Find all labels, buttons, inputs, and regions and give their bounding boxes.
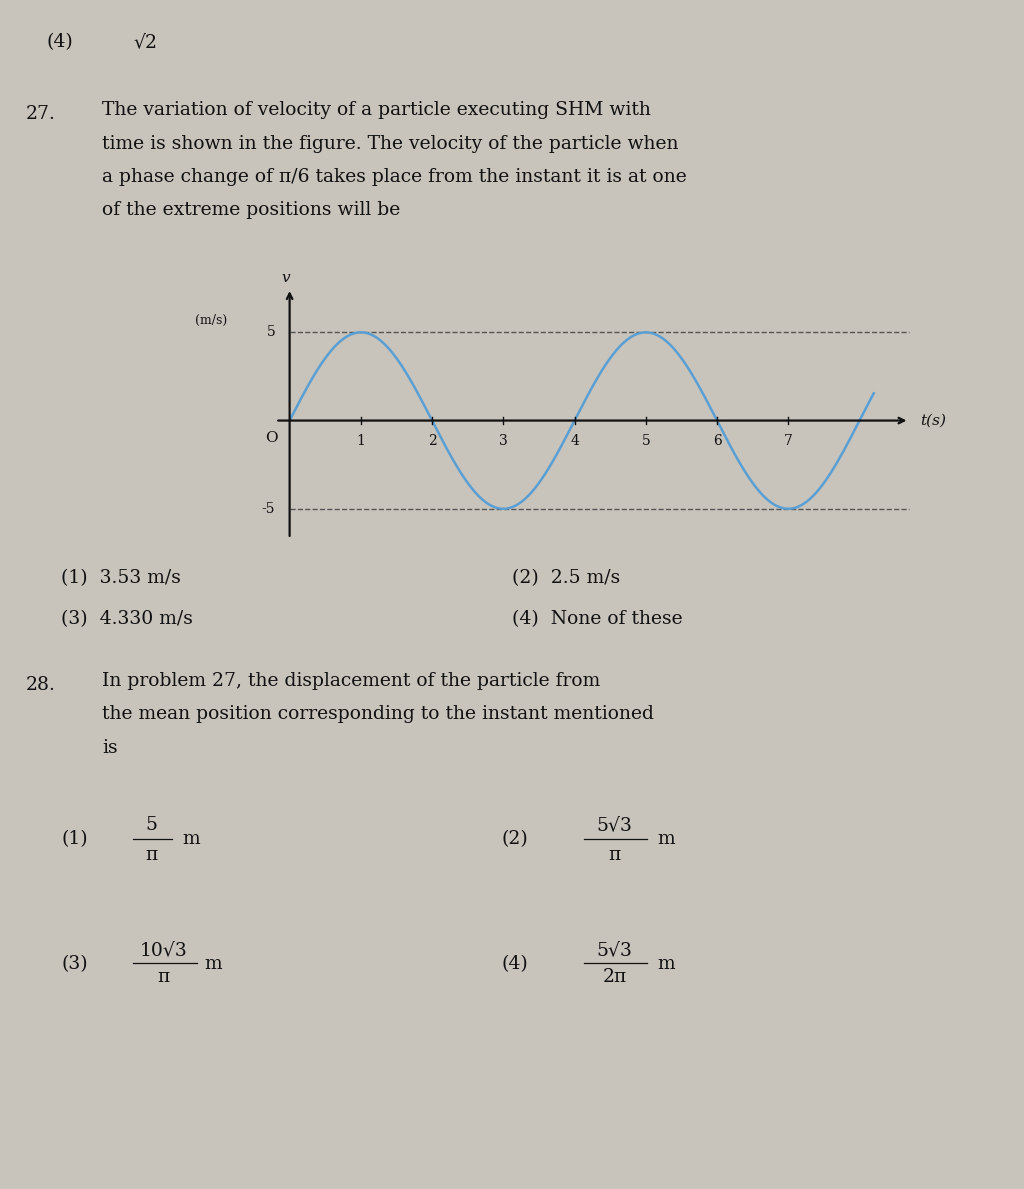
Text: 2: 2 [428, 434, 436, 448]
Text: a phase change of π/6 takes place from the instant it is at one: a phase change of π/6 takes place from t… [102, 168, 687, 185]
Text: 5: 5 [266, 326, 275, 339]
Text: 3: 3 [499, 434, 508, 448]
Text: O: O [265, 432, 279, 445]
Text: The variation of velocity of a particle executing SHM with: The variation of velocity of a particle … [102, 101, 651, 119]
Text: (1): (1) [61, 830, 88, 848]
Text: 5√3: 5√3 [596, 940, 633, 958]
Text: 2π: 2π [602, 968, 627, 986]
Text: (4): (4) [502, 955, 528, 973]
Text: 10√3: 10√3 [140, 940, 187, 958]
Text: m: m [657, 955, 675, 973]
Text: π: π [608, 845, 621, 863]
Text: (2)  2.5 m/s: (2) 2.5 m/s [512, 568, 621, 586]
Text: (4): (4) [46, 33, 73, 51]
Text: π: π [145, 845, 158, 863]
Text: v: v [282, 271, 291, 284]
Text: (4)  None of these: (4) None of these [512, 610, 683, 628]
Text: 4: 4 [570, 434, 579, 448]
Text: (3): (3) [61, 955, 88, 973]
Text: (m/s): (m/s) [196, 314, 227, 327]
Text: 27.: 27. [26, 105, 55, 122]
Text: 5: 5 [145, 816, 158, 833]
Text: In problem 27, the displacement of the particle from: In problem 27, the displacement of the p… [102, 672, 601, 690]
Text: m: m [205, 955, 222, 973]
Text: t(s): t(s) [920, 414, 946, 428]
Text: 7: 7 [783, 434, 793, 448]
Text: 5: 5 [641, 434, 650, 448]
Text: (1)  3.53 m/s: (1) 3.53 m/s [61, 568, 181, 586]
Text: m: m [657, 830, 675, 848]
Text: 6: 6 [713, 434, 721, 448]
Text: m: m [182, 830, 200, 848]
Text: 28.: 28. [26, 675, 55, 693]
Text: (3)  4.330 m/s: (3) 4.330 m/s [61, 610, 194, 628]
Text: (2): (2) [502, 830, 528, 848]
Text: is: is [102, 738, 118, 756]
Text: √2: √2 [133, 33, 157, 51]
Text: -5: -5 [262, 502, 275, 516]
Text: time is shown in the figure. The velocity of the particle when: time is shown in the figure. The velocit… [102, 134, 679, 152]
Text: 1: 1 [356, 434, 366, 448]
Text: π: π [158, 968, 170, 986]
Text: 5√3: 5√3 [596, 816, 633, 833]
Text: the mean position corresponding to the instant mentioned: the mean position corresponding to the i… [102, 705, 654, 723]
Text: of the extreme positions will be: of the extreme positions will be [102, 201, 400, 219]
